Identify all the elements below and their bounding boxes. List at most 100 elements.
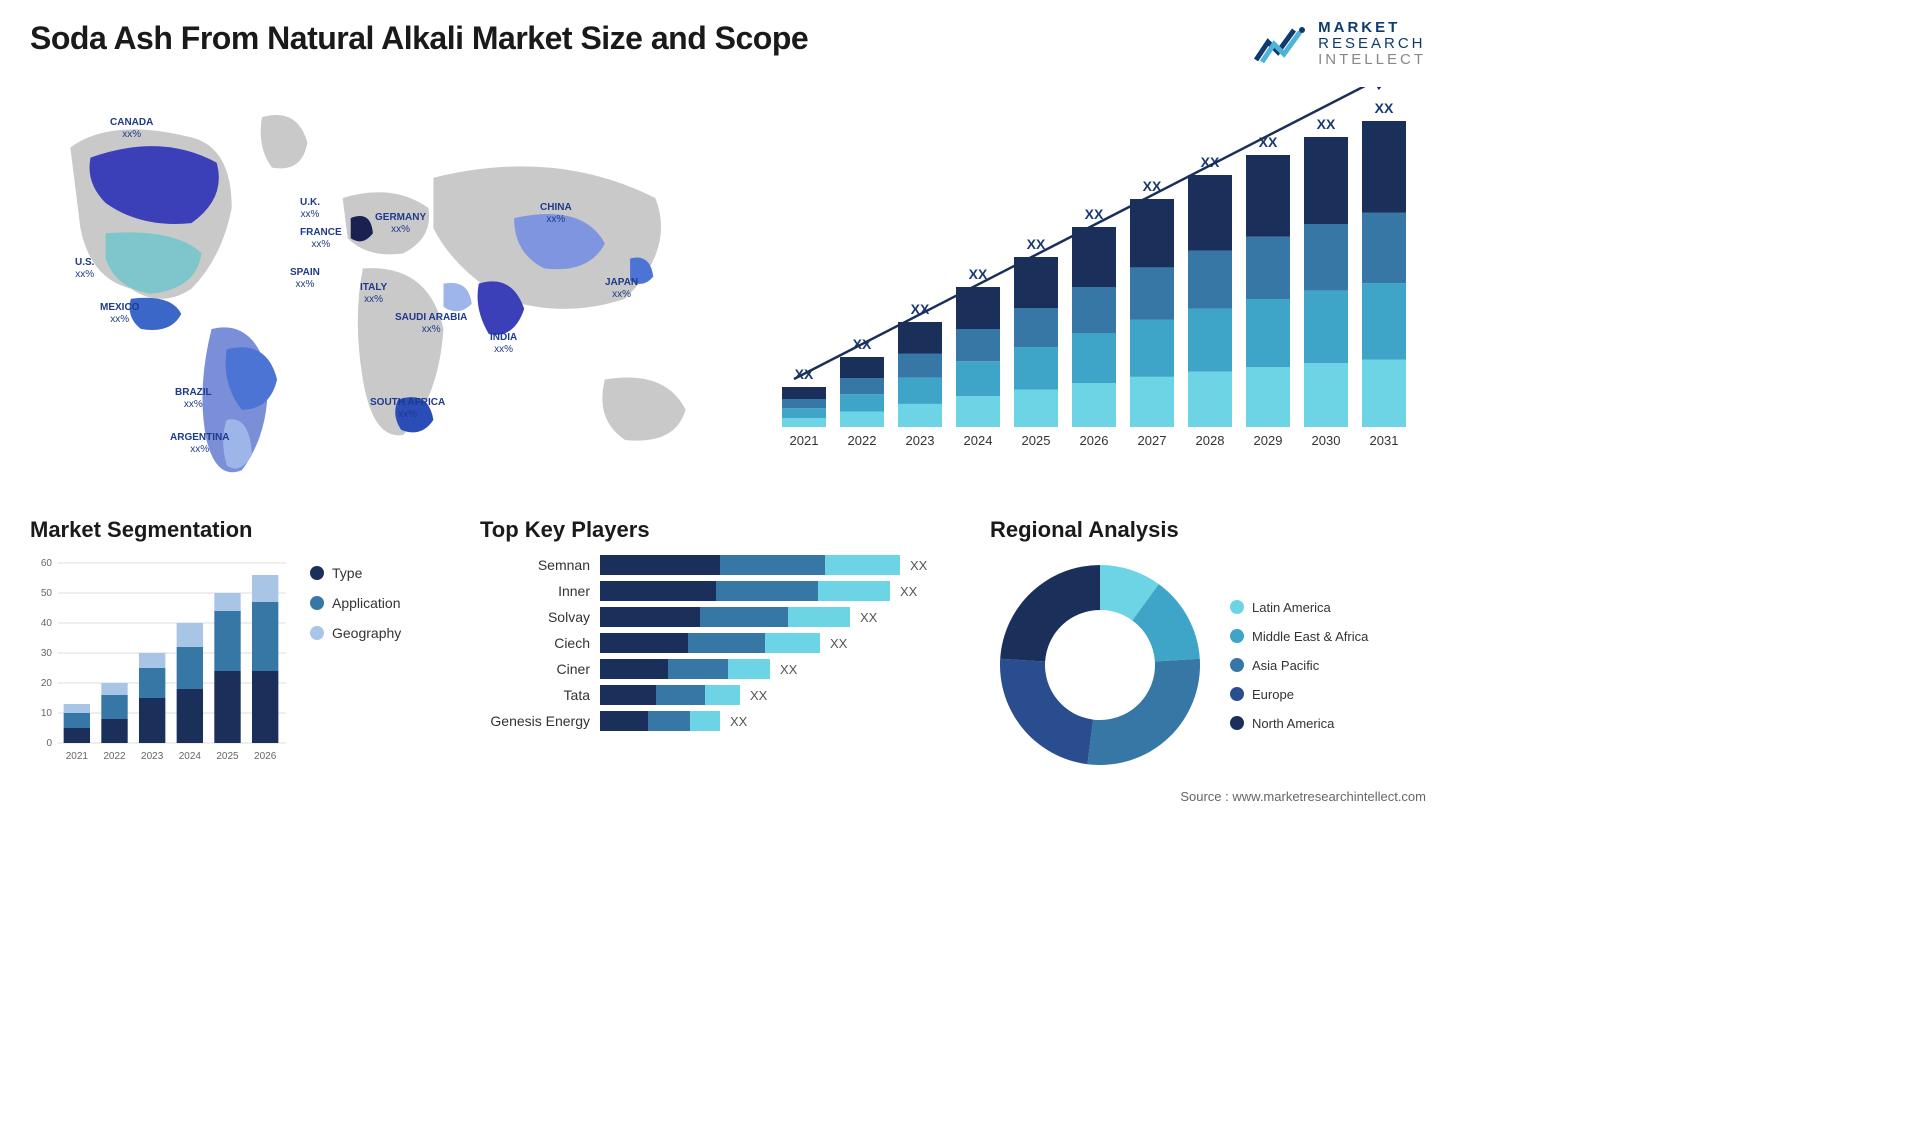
- main-bar-seg: [1014, 347, 1058, 390]
- player-name: Ciech: [480, 635, 590, 651]
- map-label-u.k.: U.K.xx%: [300, 197, 320, 221]
- main-bar-seg: [1072, 333, 1116, 383]
- main-bar-seg: [1246, 299, 1290, 367]
- regional-legend: Latin AmericaMiddle East & AfricaAsia Pa…: [1230, 600, 1368, 731]
- player-bar-seg: [688, 633, 765, 653]
- main-bar-seg: [1072, 287, 1116, 333]
- main-year-label: 2025: [1022, 433, 1051, 448]
- svg-text:2022: 2022: [103, 751, 126, 762]
- player-name: Solvay: [480, 609, 590, 625]
- segmentation-legend: Type Application Geography: [310, 555, 401, 765]
- player-value: XX: [780, 662, 797, 677]
- main-bar-seg: [840, 378, 884, 394]
- seg-legend-item: Application: [310, 595, 401, 611]
- seg-bar-seg: [101, 683, 127, 695]
- seg-bar-seg: [139, 653, 165, 668]
- main-bar-seg: [1246, 155, 1290, 237]
- player-bar-seg: [818, 581, 891, 601]
- regional-legend-item: Europe: [1230, 687, 1368, 702]
- regional-legend-item: Latin America: [1230, 600, 1368, 615]
- legend-dot-icon: [310, 596, 324, 610]
- seg-legend-item: Type: [310, 565, 401, 581]
- seg-bar-seg: [101, 719, 127, 743]
- legend-dot-icon: [1230, 629, 1244, 643]
- player-value: XX: [750, 688, 767, 703]
- key-players-title: Top Key Players: [480, 517, 960, 543]
- seg-legend-label: Type: [332, 565, 362, 581]
- player-bar-seg: [600, 607, 700, 627]
- seg-bar-seg: [101, 695, 127, 719]
- main-bar-seg: [1246, 237, 1290, 300]
- main-bar-seg: [1188, 309, 1232, 372]
- player-bar-seg: [600, 711, 648, 731]
- main-bar-seg: [840, 412, 884, 427]
- map-label-south-africa: SOUTH AFRICAxx%: [370, 397, 445, 421]
- regional-title: Regional Analysis: [990, 517, 1426, 543]
- player-bar-seg: [690, 711, 720, 731]
- player-bar-seg: [788, 607, 851, 627]
- main-bar-seg: [1188, 372, 1232, 427]
- seg-legend-label: Application: [332, 595, 401, 611]
- player-bar: [600, 607, 850, 627]
- seg-bar-seg: [64, 704, 90, 713]
- main-bar-seg: [782, 408, 826, 418]
- main-bar-label: XX: [1317, 116, 1336, 132]
- player-name: Semnan: [480, 557, 590, 573]
- seg-bar-seg: [177, 623, 203, 647]
- player-name: Inner: [480, 583, 590, 599]
- brand-logo: MARKET RESEARCH INTELLECT: [1254, 20, 1426, 67]
- seg-bar-seg: [177, 647, 203, 689]
- regional-legend-label: Europe: [1252, 687, 1294, 702]
- main-bar-seg: [956, 329, 1000, 361]
- donut-slice: [1000, 565, 1100, 662]
- regional-donut: [990, 555, 1210, 775]
- main-year-label: 2021: [790, 433, 819, 448]
- main-bar-seg: [1304, 363, 1348, 427]
- main-bar-seg: [1130, 268, 1174, 320]
- main-bar-seg: [1304, 224, 1348, 291]
- map-label-japan: JAPANxx%: [605, 277, 638, 301]
- seg-legend-label: Geography: [332, 625, 401, 641]
- logo-text: MARKET RESEARCH INTELLECT: [1318, 20, 1426, 67]
- main-bar-seg: [1362, 360, 1406, 427]
- legend-dot-icon: [1230, 687, 1244, 701]
- main-bar-seg: [1072, 227, 1116, 287]
- regional-legend-item: Middle East & Africa: [1230, 629, 1368, 644]
- player-bar-seg: [825, 555, 900, 575]
- svg-text:60: 60: [41, 558, 53, 569]
- donut-slice: [1000, 659, 1093, 764]
- player-name: Ciner: [480, 661, 590, 677]
- map-label-germany: GERMANYxx%: [375, 212, 426, 236]
- top-row: CANADAxx%U.S.xx%MEXICOxx%BRAZILxx%ARGENT…: [30, 87, 1426, 487]
- player-bar: [600, 555, 900, 575]
- seg-bar-seg: [139, 668, 165, 698]
- player-bar: [600, 659, 770, 679]
- map-label-argentina: ARGENTINAxx%: [170, 432, 229, 456]
- player-row: CiechXX: [480, 633, 960, 653]
- player-bar-seg: [600, 633, 688, 653]
- key-players-list: SemnanXXInnerXXSolvayXXCiechXXCinerXXTat…: [480, 555, 960, 731]
- player-row: Inner XX: [480, 581, 960, 601]
- seg-bar-seg: [252, 575, 278, 602]
- regional-legend-label: North America: [1252, 716, 1334, 731]
- svg-text:40: 40: [41, 618, 53, 629]
- svg-text:10: 10: [41, 708, 53, 719]
- map-label-canada: CANADAxx%: [110, 117, 153, 141]
- main-bar-seg: [1304, 137, 1348, 224]
- player-value: XX: [860, 610, 877, 625]
- main-chart-svg: XX2021XX2022XX2023XX2024XX2025XX2026XX20…: [766, 87, 1426, 467]
- main-bar-seg: [1130, 377, 1174, 427]
- player-bar: [600, 581, 890, 601]
- player-bar-seg: [648, 711, 690, 731]
- player-bar: [600, 633, 820, 653]
- main-bar-seg: [898, 354, 942, 378]
- player-value: XX: [900, 584, 917, 599]
- main-bar-seg: [782, 387, 826, 399]
- main-bar-seg: [1362, 283, 1406, 360]
- map-label-spain: SPAINxx%: [290, 267, 320, 291]
- player-bar-seg: [728, 659, 771, 679]
- main-year-label: 2029: [1254, 433, 1283, 448]
- key-players-panel: Top Key Players Semnan XX Inner XX Solvay XX C…: [480, 517, 960, 775]
- main-year-label: 2023: [906, 433, 935, 448]
- svg-text:2021: 2021: [66, 751, 89, 762]
